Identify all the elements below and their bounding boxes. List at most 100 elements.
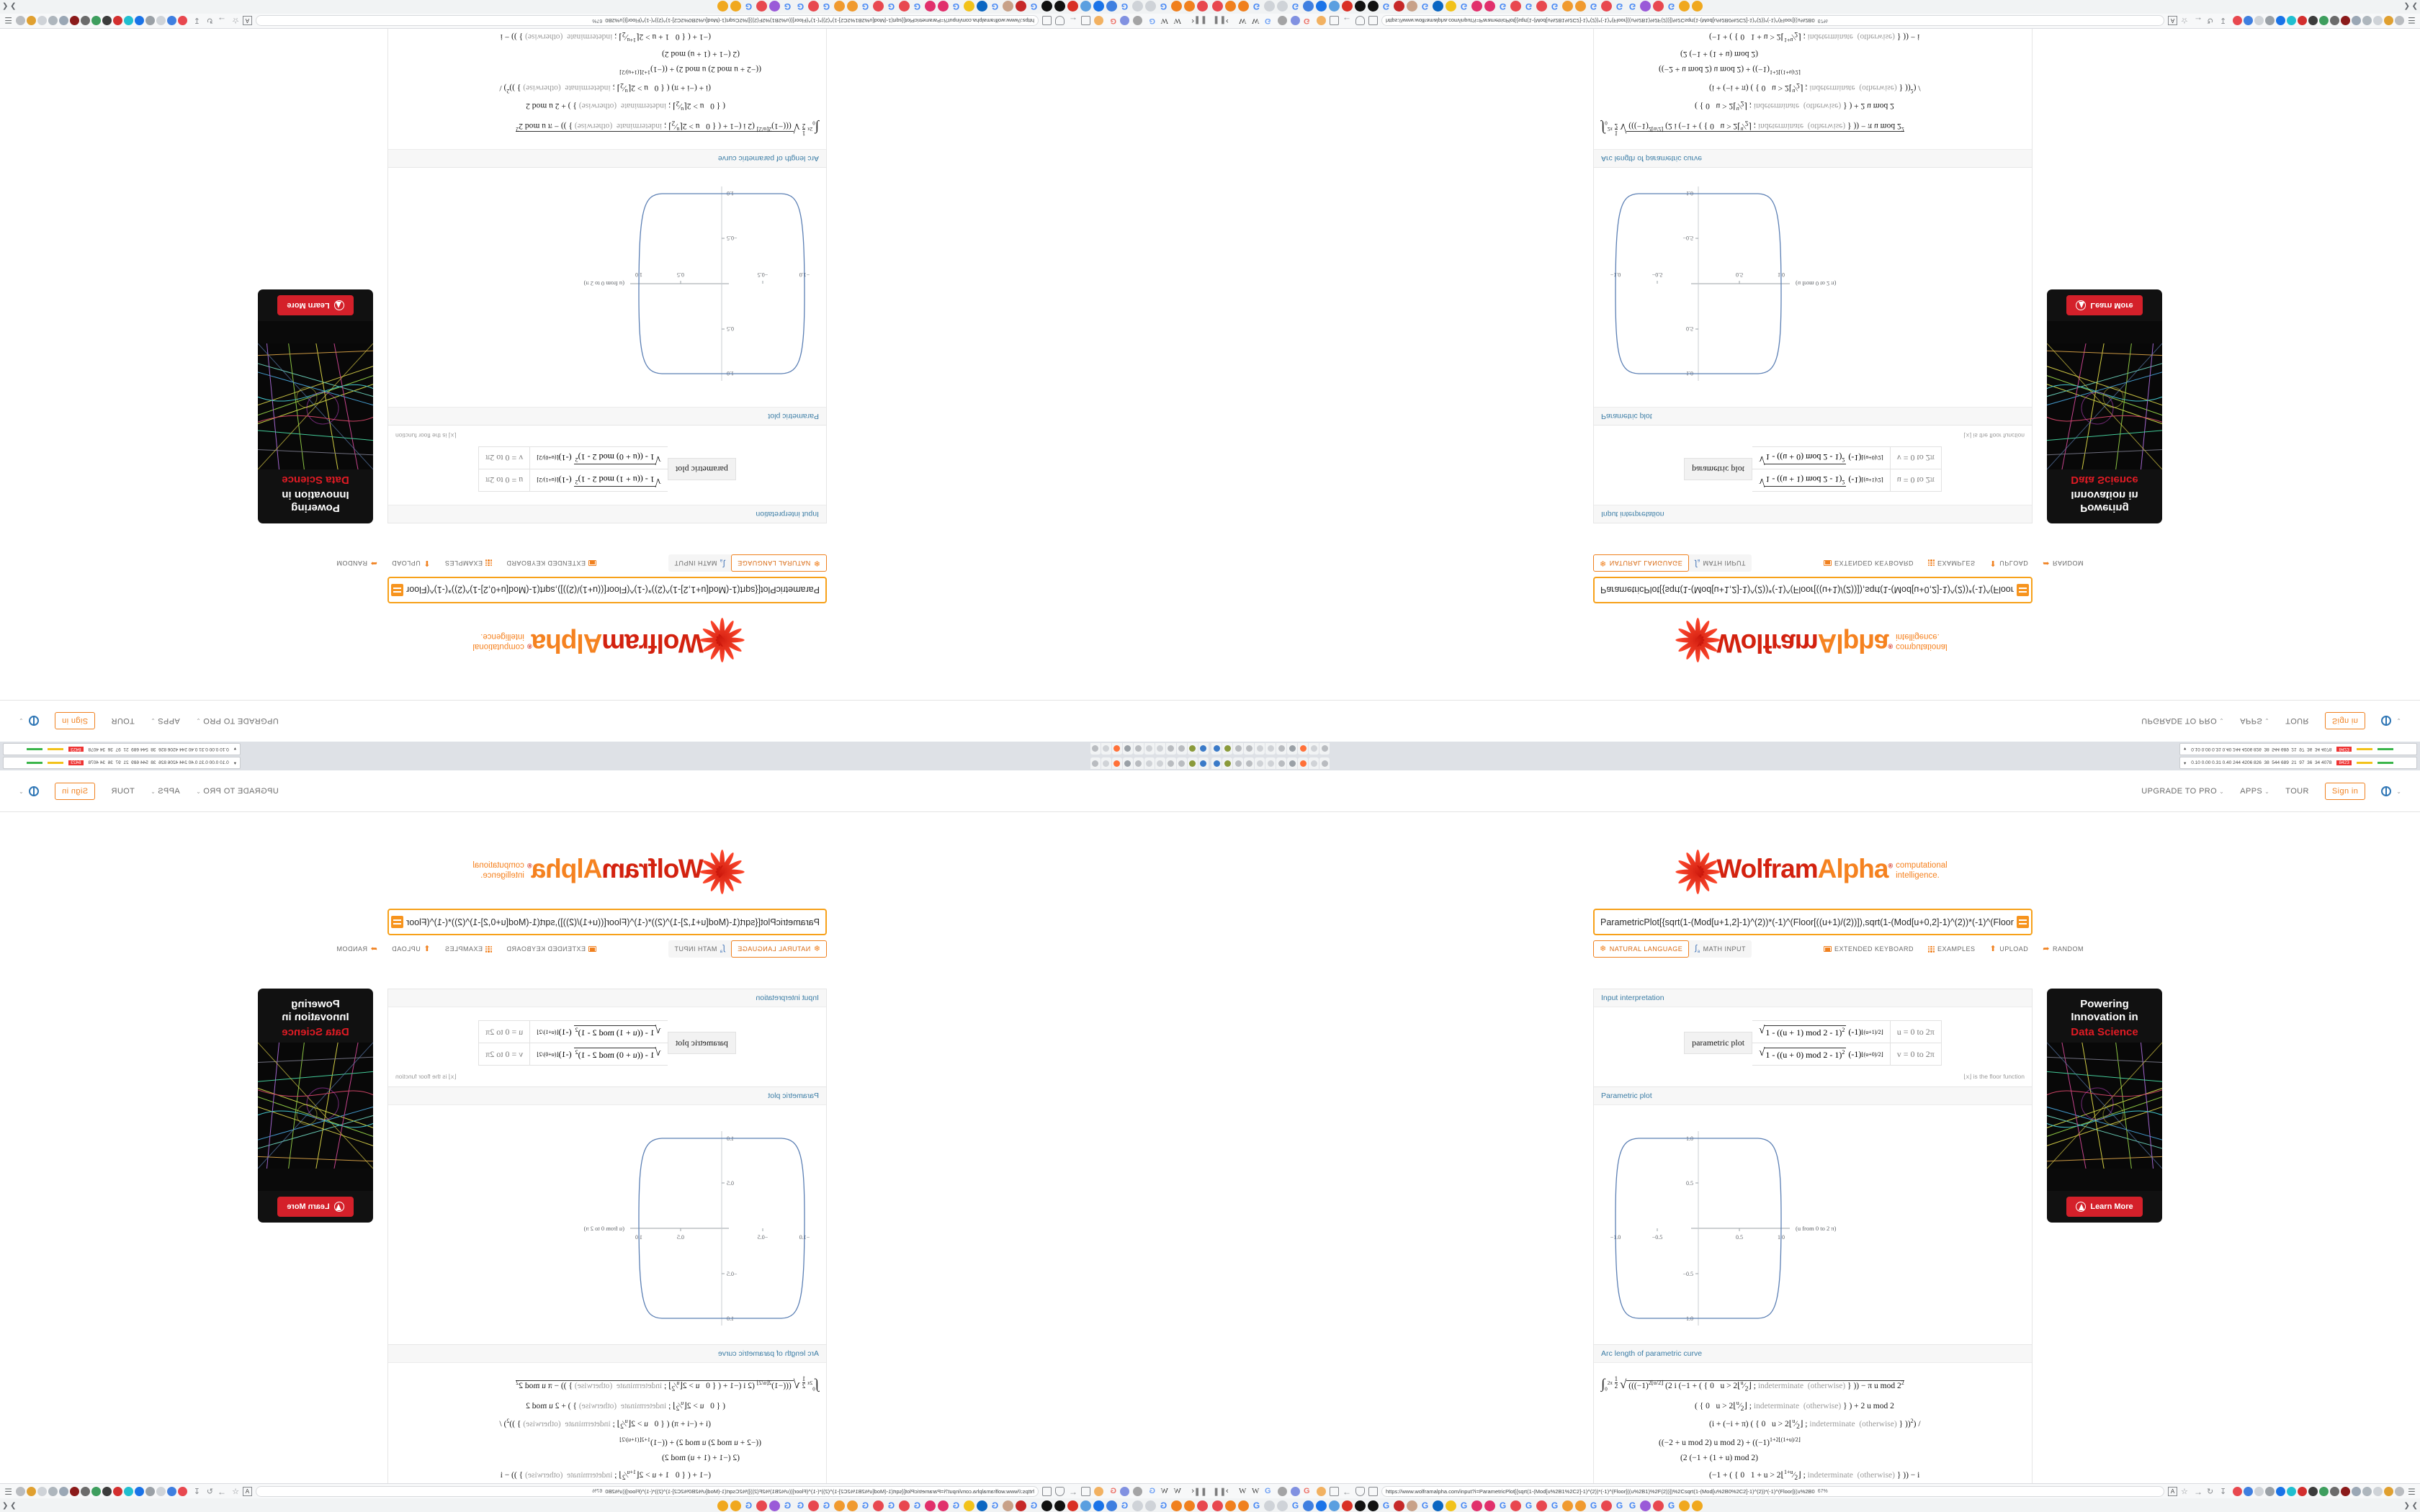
bookmark-w2-icon[interactable]: W xyxy=(1160,1486,1168,1495)
trash-extension-icon[interactable] xyxy=(2308,16,2318,26)
lock-icon[interactable] xyxy=(1042,16,1052,26)
bookmark-icon[interactable] xyxy=(730,1500,741,1511)
bookmark-icon[interactable] xyxy=(834,1500,845,1511)
learn-more-button[interactable]: Learn More xyxy=(2066,295,2143,315)
bookmark-icon[interactable] xyxy=(1016,1500,1026,1511)
bookmark-icon[interactable]: G xyxy=(1160,1,1168,12)
bookmarks-overflow-icon[interactable]: ❯ ❮ xyxy=(2403,2,2418,11)
parametric-plot-chart[interactable]: −1.0 −0.5 0.5 1.0 xyxy=(395,172,819,402)
reload-icon[interactable]: ↻ xyxy=(206,16,213,25)
nav-apps[interactable]: APPS⌄ xyxy=(150,787,180,796)
bookmark-icon[interactable] xyxy=(1041,1500,1052,1511)
bookmark-icon[interactable] xyxy=(808,1,819,12)
bookmark-icon[interactable] xyxy=(1433,1,1443,12)
bookmark-w-icon[interactable]: W xyxy=(1173,1486,1181,1495)
upload-button[interactable]: ⬆ UPLOAD xyxy=(391,559,431,568)
browser-tab[interactable] xyxy=(1211,743,1222,755)
bookmark-icon[interactable] xyxy=(977,1,987,12)
bookmark-icon[interactable]: G xyxy=(823,1,830,12)
bookmark-icon[interactable] xyxy=(1536,1,1547,12)
browser-tab[interactable] xyxy=(1166,743,1176,755)
download-icon[interactable]: ↧ xyxy=(193,16,200,25)
bookmark-icon[interactable] xyxy=(1132,1500,1143,1511)
translate-extension-icon[interactable] xyxy=(2244,16,2253,26)
back-arrow-icon[interactable]: ← xyxy=(1069,1486,1077,1497)
bookmark-w-icon[interactable]: W xyxy=(1239,1486,1247,1495)
pill-extension-icon[interactable] xyxy=(156,1486,166,1496)
equals-button[interactable] xyxy=(2017,916,2029,928)
translate-icon[interactable]: A xyxy=(243,16,252,26)
flower-icon[interactable] xyxy=(1120,1486,1129,1496)
bookmark-icon[interactable] xyxy=(1316,1,1327,12)
bookmark-icon[interactable]: G xyxy=(1525,1500,1533,1511)
bookmark-icon[interactable]: G xyxy=(1291,1,1299,12)
bookmark-icon[interactable] xyxy=(1640,1500,1651,1511)
math-input-button[interactable]: ∫a MATH INPUT xyxy=(674,944,725,955)
tabstrip-mini-url[interactable]: ▾ 0.10 0.00 0.31 0.40 244 4206 826 38 54… xyxy=(2179,743,2417,755)
zoom-level-label[interactable]: 67% xyxy=(1817,18,1828,24)
browser-tab[interactable] xyxy=(1188,757,1198,769)
shield-icon[interactable] xyxy=(1355,1486,1365,1496)
nav-upgrade-to-pro[interactable]: UPGRADE TO PRO⌄ xyxy=(195,716,279,725)
browser-tab[interactable] xyxy=(1155,757,1165,769)
browser-tab[interactable] xyxy=(1287,743,1297,755)
bookmark-icon[interactable] xyxy=(1238,1,1249,12)
search-input-wrapper[interactable]: ParametricPlot[{sqrt(1-(Mod[u+1,2]-1)^(2… xyxy=(387,909,827,935)
nav-upgrade-to-pro[interactable]: UPGRADE TO PRO⌄ xyxy=(2141,787,2225,796)
bookmark-icon[interactable] xyxy=(1510,1,1521,12)
search-input[interactable]: ParametricPlot[{sqrt(1-(Mod[u+1,2]-1)^(2… xyxy=(1600,585,2014,595)
browser-tab[interactable] xyxy=(1265,757,1276,769)
bookmark-icon[interactable]: G xyxy=(1460,1500,1468,1511)
arrow-extension-icon[interactable] xyxy=(2287,1486,2296,1496)
bookmark-icon[interactable]: G xyxy=(952,1500,960,1511)
bookmark-icon[interactable]: G xyxy=(1499,1,1507,12)
bookmark-icon[interactable]: G xyxy=(1030,1,1038,12)
back-arrow-icon[interactable]: ‹ xyxy=(1191,17,1194,26)
bookmark-icon[interactable] xyxy=(1446,1500,1456,1511)
bookmark-icon[interactable] xyxy=(1184,1500,1195,1511)
browser-tab[interactable] xyxy=(1222,743,1232,755)
address-bar[interactable]: https://www.wolframalpha.com/input?i=Par… xyxy=(256,1485,1039,1497)
shield-extension-icon[interactable] xyxy=(2352,16,2361,26)
search-input[interactable]: ParametricPlot[{sqrt(1-(Mod[u+1,2]-1)^(2… xyxy=(1600,917,2014,927)
bookmark-icon[interactable] xyxy=(1132,1,1143,12)
bookmark-icon[interactable]: G xyxy=(1590,1,1597,12)
browser-tab[interactable] xyxy=(1298,743,1308,755)
browser-tab[interactable] xyxy=(1134,743,1144,755)
bookmark-icon[interactable]: G xyxy=(823,1500,830,1511)
bookmark-icon[interactable]: G xyxy=(913,1,921,12)
bookmark-icon[interactable]: G xyxy=(991,1,999,12)
folder-icon[interactable] xyxy=(1330,16,1339,26)
phone-extension-icon[interactable] xyxy=(81,1486,90,1496)
bookmark-icon[interactable] xyxy=(1212,1500,1223,1511)
bookmark-icon[interactable] xyxy=(1277,1,1288,12)
bookmark-icon[interactable] xyxy=(1171,1,1182,12)
wrench-extension-icon[interactable] xyxy=(2384,16,2393,26)
bookmark-icon[interactable] xyxy=(1368,1,1379,12)
nav-apps[interactable]: APPS⌄ xyxy=(150,716,180,725)
bookmark-icon[interactable] xyxy=(834,1,845,12)
back-arrow-icon[interactable]: ‹ xyxy=(1191,1486,1194,1495)
bookmark-icon[interactable]: G xyxy=(887,1,895,12)
record-extension-icon[interactable] xyxy=(2298,1486,2307,1496)
star-icon[interactable]: ☆ xyxy=(232,16,239,25)
spikey-icon[interactable] xyxy=(1317,16,1326,26)
bookmark-icon[interactable] xyxy=(1106,1500,1117,1511)
browser-tab[interactable] xyxy=(1112,757,1122,769)
browser-tab[interactable] xyxy=(1309,743,1319,755)
browser-tab[interactable] xyxy=(1144,743,1155,755)
bookmark-icon[interactable] xyxy=(1510,1500,1521,1511)
shield-extension-icon[interactable] xyxy=(59,16,68,26)
flower-icon[interactable] xyxy=(1291,16,1300,26)
lock-icon[interactable] xyxy=(1042,1486,1052,1496)
parametric-plot-chart[interactable]: −1.0 −0.5 0.5 1.0 xyxy=(395,1110,819,1340)
bookmark-icon[interactable] xyxy=(756,1500,767,1511)
web-extension-icon[interactable] xyxy=(2362,16,2372,26)
browser-tab[interactable] xyxy=(1101,757,1111,769)
gear-extension-icon[interactable] xyxy=(2265,1486,2275,1496)
bookmark-icon[interactable] xyxy=(1264,1,1275,12)
random-button[interactable]: ➦ RANDOM xyxy=(2043,559,2084,568)
address-bar[interactable]: https://www.wolframalpha.com/input?i=Par… xyxy=(256,15,1039,27)
pill-extension-icon[interactable] xyxy=(2254,1486,2264,1496)
bookmark-icon[interactable]: G xyxy=(991,1500,999,1511)
